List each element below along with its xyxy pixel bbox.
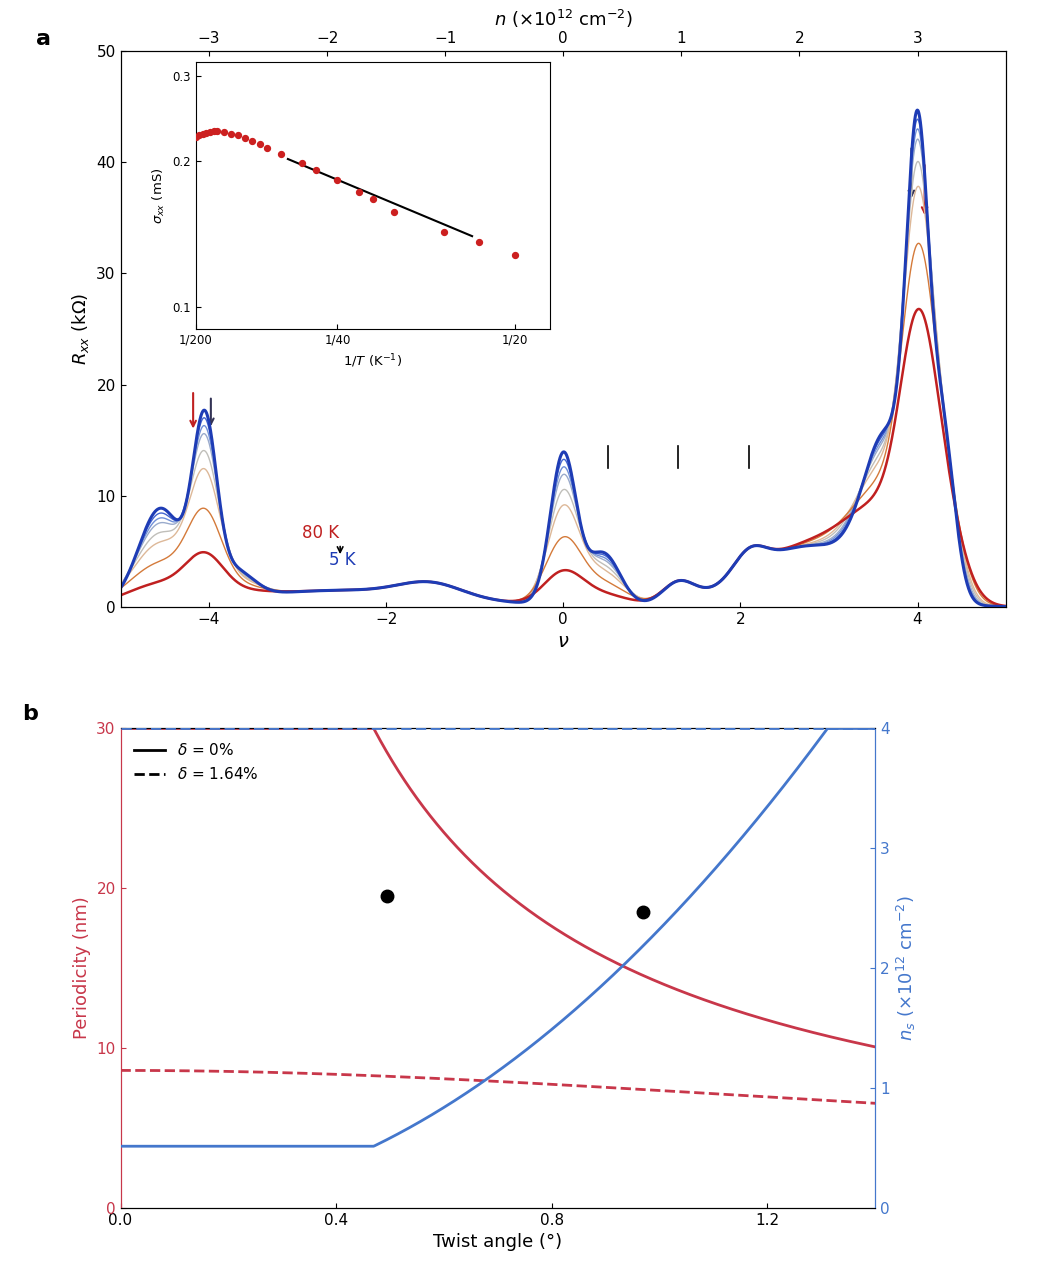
Legend: $\delta$ = 0%, $\delta$ = 1.64%: $\delta$ = 0%, $\delta$ = 1.64%: [128, 736, 265, 789]
Text: 80 K: 80 K: [302, 524, 340, 542]
X-axis label: $\nu$: $\nu$: [558, 633, 569, 652]
Text: 5 K: 5 K: [329, 551, 355, 569]
Y-axis label: Periodicity (nm): Periodicity (nm): [72, 897, 91, 1039]
Text: a: a: [37, 29, 51, 49]
X-axis label: Twist angle (°): Twist angle (°): [433, 1233, 563, 1251]
Y-axis label: $n_s$ ($\times$10$^{12}$ cm$^{-2}$): $n_s$ ($\times$10$^{12}$ cm$^{-2}$): [895, 895, 918, 1042]
Y-axis label: $R_{xx}$ (k$\Omega$): $R_{xx}$ (k$\Omega$): [70, 293, 91, 366]
X-axis label: $n$ ($\times$10$^{12}$ cm$^{-2}$): $n$ ($\times$10$^{12}$ cm$^{-2}$): [494, 8, 633, 29]
Text: b: b: [22, 704, 39, 725]
